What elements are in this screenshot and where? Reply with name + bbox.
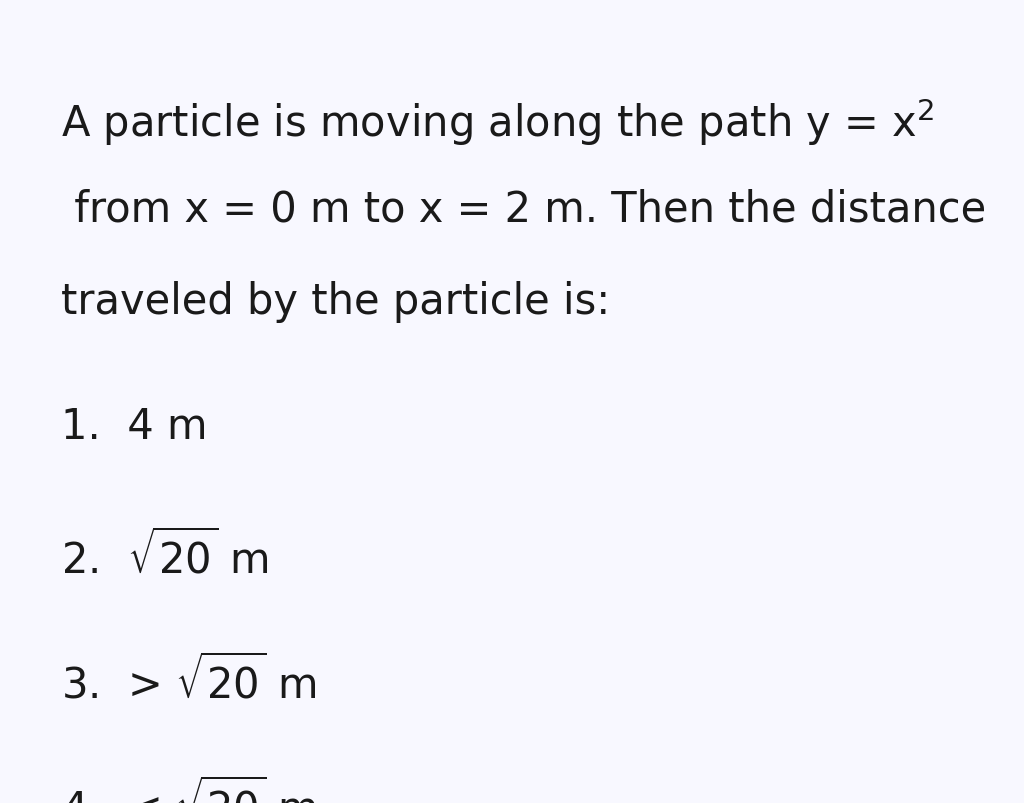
Text: from x = 0 m to x = 2 m. Then the distance: from x = 0 m to x = 2 m. Then the distan… <box>61 189 987 230</box>
Text: traveled by the particle is:: traveled by the particle is: <box>61 281 610 323</box>
Text: A particle is moving along the path y = x$^{2}$: A particle is moving along the path y = … <box>61 96 935 148</box>
Text: 4.  < $\sqrt{20}$ m: 4. < $\sqrt{20}$ m <box>61 779 317 803</box>
Text: 2.  $\sqrt{20}$ m: 2. $\sqrt{20}$ m <box>61 530 269 581</box>
Text: 3.  > $\sqrt{20}$ m: 3. > $\sqrt{20}$ m <box>61 654 317 706</box>
Text: 1.  4 m: 1. 4 m <box>61 406 208 447</box>
